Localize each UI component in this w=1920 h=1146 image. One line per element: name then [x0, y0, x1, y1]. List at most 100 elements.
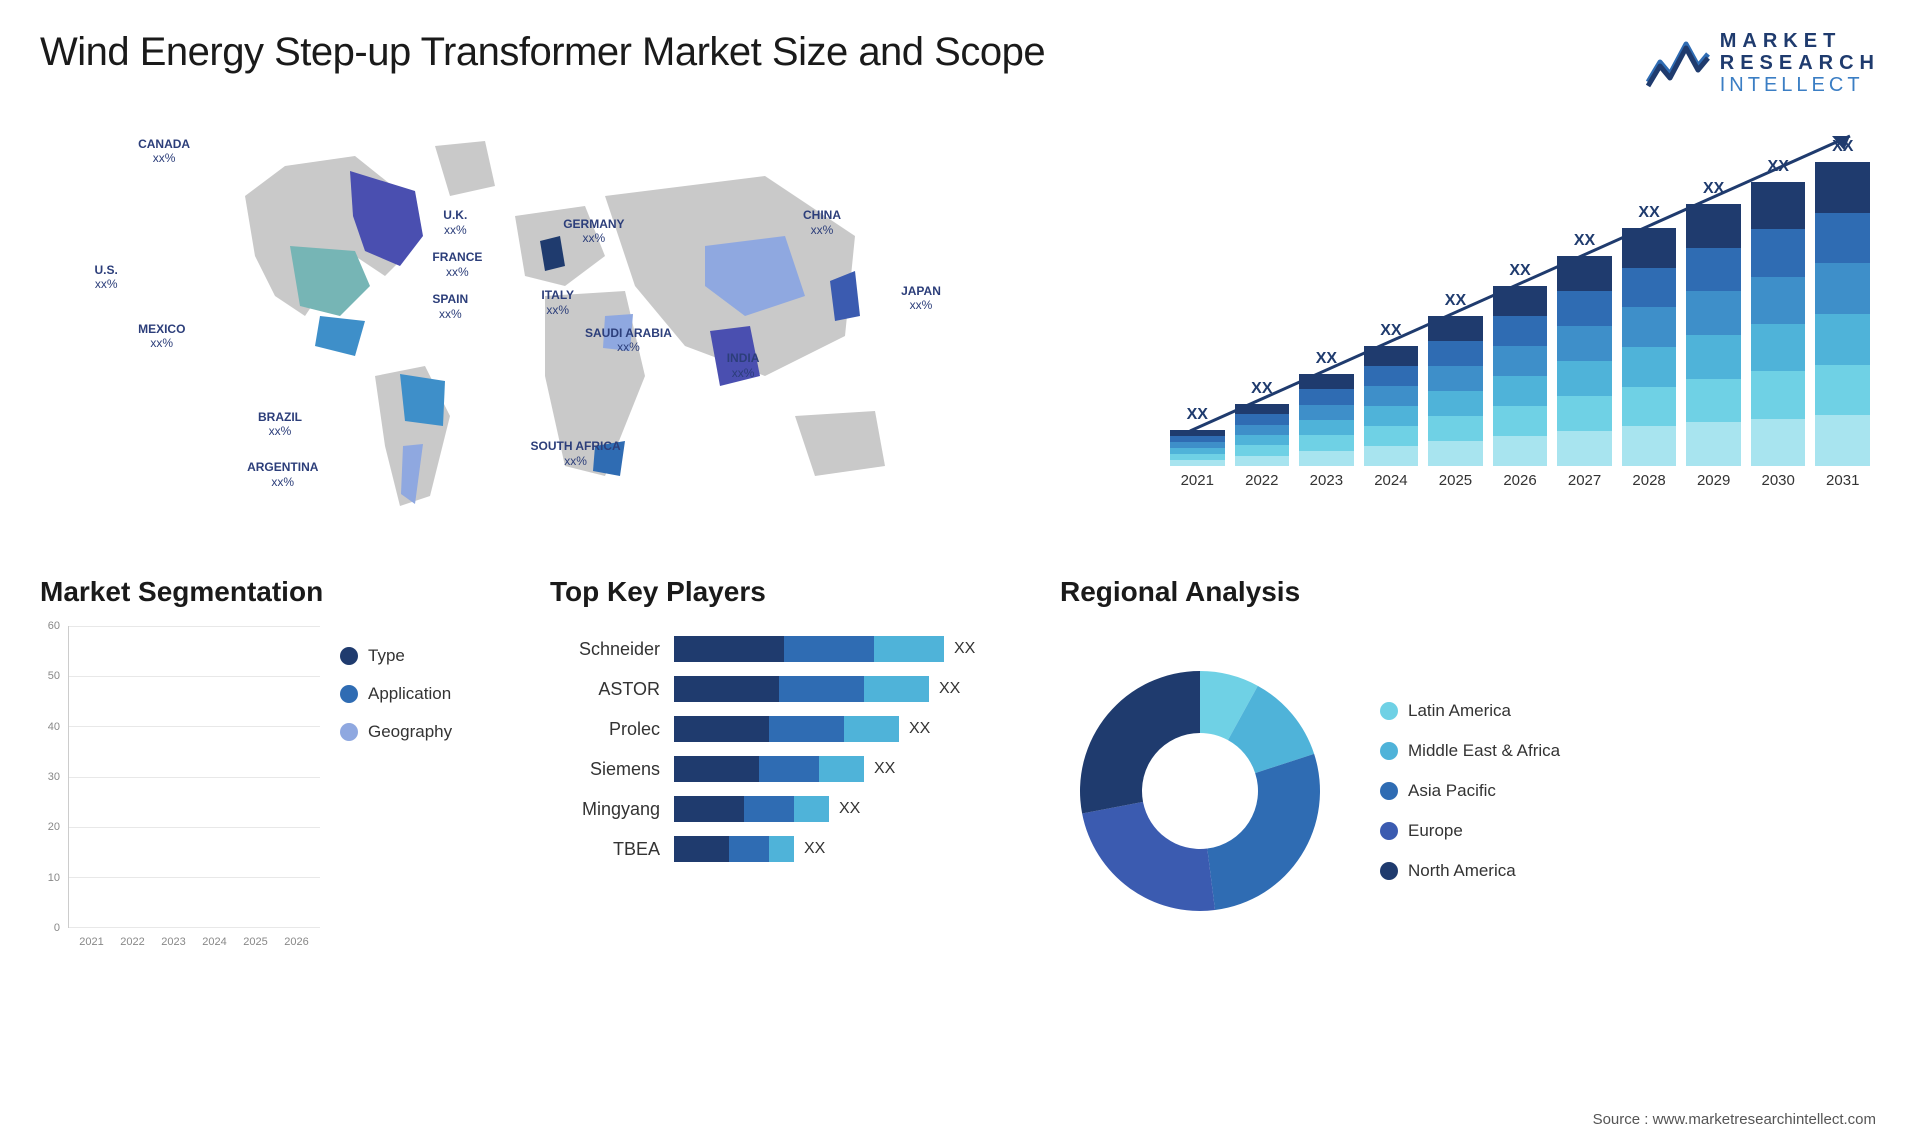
seg-ytick: 50 — [48, 670, 60, 682]
seg-xlabel: 2026 — [281, 936, 312, 956]
map-country-label: INDIAxx% — [727, 351, 760, 380]
growth-bar-label: XX — [1768, 158, 1789, 176]
growth-bar-label: XX — [1574, 232, 1595, 250]
growth-bar: XX — [1686, 180, 1741, 466]
player-name: ASTOR — [550, 679, 660, 700]
map-country-label: U.S.xx% — [95, 263, 118, 292]
growth-bar: XX — [1235, 380, 1290, 466]
growth-bar: XX — [1557, 232, 1612, 466]
player-name: Schneider — [550, 639, 660, 660]
logo-text-1: MARKET — [1720, 30, 1880, 52]
legend-item: Latin America — [1380, 701, 1560, 721]
growth-bar: XX — [1364, 322, 1419, 466]
legend-swatch — [1380, 702, 1398, 720]
legend-swatch — [1380, 782, 1398, 800]
segmentation-panel: Market Segmentation 0102030405060 202120… — [40, 576, 510, 956]
players-title: Top Key Players — [550, 576, 1020, 608]
legend-label: Middle East & Africa — [1408, 741, 1560, 761]
legend-item: Middle East & Africa — [1380, 741, 1560, 761]
growth-year-label: 2029 — [1686, 472, 1741, 489]
legend-item: Geography — [340, 722, 452, 742]
growth-bar-label: XX — [1832, 138, 1853, 156]
legend-label: Europe — [1408, 821, 1463, 841]
map-country-label: GERMANYxx% — [563, 217, 624, 246]
growth-bar-label: XX — [1703, 180, 1724, 198]
legend-label: Latin America — [1408, 701, 1511, 721]
growth-year-label: 2023 — [1299, 472, 1354, 489]
player-row: TBEA XX — [550, 836, 1020, 862]
legend-item: Europe — [1380, 821, 1560, 841]
growth-bar: XX — [1751, 158, 1806, 466]
legend-label: Application — [368, 684, 451, 704]
growth-year-label: 2022 — [1235, 472, 1290, 489]
map-country-label: SAUDI ARABIAxx% — [585, 326, 672, 355]
legend-item: Asia Pacific — [1380, 781, 1560, 801]
growth-bar: XX — [1815, 138, 1870, 466]
seg-ytick: 0 — [54, 922, 60, 934]
seg-xlabel: 2022 — [117, 936, 148, 956]
player-value: XX — [839, 800, 860, 818]
seg-xlabel: 2025 — [240, 936, 271, 956]
logo: MARKET RESEARCH INTELLECT — [1646, 30, 1880, 96]
player-bar — [674, 836, 794, 862]
map-country-label: ARGENTINAxx% — [247, 460, 318, 489]
seg-xlabel: 2023 — [158, 936, 189, 956]
regional-panel: Regional Analysis Latin AmericaMiddle Ea… — [1060, 576, 1880, 956]
player-value: XX — [804, 840, 825, 858]
legend-label: North America — [1408, 861, 1516, 881]
growth-bar-label: XX — [1638, 204, 1659, 222]
growth-year-label: 2025 — [1428, 472, 1483, 489]
player-bar — [674, 636, 944, 662]
legend-swatch — [340, 723, 358, 741]
segmentation-chart: 0102030405060 202120222023202420252026 — [40, 626, 320, 956]
growth-year-label: 2030 — [1751, 472, 1806, 489]
player-row: Schneider XX — [550, 636, 1020, 662]
legend-item: Application — [340, 684, 452, 704]
growth-year-label: 2021 — [1170, 472, 1225, 489]
growth-chart-panel: XXXXXXXXXXXXXXXXXXXXXX 20212022202320242… — [1160, 116, 1880, 536]
legend-swatch — [340, 647, 358, 665]
logo-text-3: INTELLECT — [1720, 74, 1880, 96]
growth-year-label: 2026 — [1493, 472, 1548, 489]
donut-slice — [1207, 754, 1320, 910]
header: Wind Energy Step-up Transformer Market S… — [40, 30, 1880, 96]
player-name: Mingyang — [550, 799, 660, 820]
growth-year-label: 2031 — [1815, 472, 1870, 489]
growth-bar-label: XX — [1445, 292, 1466, 310]
legend-swatch — [340, 685, 358, 703]
growth-bar: XX — [1428, 292, 1483, 466]
logo-text-2: RESEARCH — [1720, 52, 1880, 74]
growth-bar: XX — [1493, 262, 1548, 466]
bottom-row: Market Segmentation 0102030405060 202120… — [40, 576, 1880, 956]
growth-bar-label: XX — [1509, 262, 1530, 280]
growth-bar-label: XX — [1316, 350, 1337, 368]
legend-label: Asia Pacific — [1408, 781, 1496, 801]
map-country-label: MEXICOxx% — [138, 322, 185, 351]
legend-swatch — [1380, 742, 1398, 760]
players-panel: Top Key Players Schneider XX ASTOR XX Prolec… — [550, 576, 1020, 956]
growth-year-label: 2028 — [1622, 472, 1677, 489]
map-country-label: U.K.xx% — [443, 208, 467, 237]
map-country-label: SPAINxx% — [432, 292, 468, 321]
seg-ytick: 10 — [48, 872, 60, 884]
player-bar — [674, 676, 929, 702]
legend-swatch — [1380, 822, 1398, 840]
source-text: Source : www.marketresearchintellect.com — [1593, 1111, 1876, 1128]
growth-bar: XX — [1299, 350, 1354, 466]
top-row: CANADAxx%U.S.xx%MEXICOxx%BRAZILxx%ARGENT… — [40, 116, 1880, 536]
player-name: TBEA — [550, 839, 660, 860]
player-name: Prolec — [550, 719, 660, 740]
player-value: XX — [874, 760, 895, 778]
regional-legend: Latin America Middle East & Africa Asia Pa… — [1380, 701, 1560, 881]
legend-label: Type — [368, 646, 405, 666]
legend-swatch — [1380, 862, 1398, 880]
map-country-label: CHINAxx% — [803, 208, 841, 237]
page-title: Wind Energy Step-up Transformer Market S… — [40, 30, 1045, 75]
player-value: XX — [954, 640, 975, 658]
map-country-label: FRANCExx% — [432, 250, 482, 279]
legend-item: Type — [340, 646, 452, 666]
seg-ytick: 30 — [48, 771, 60, 783]
growth-x-axis: 2021202220232024202520262027202820292030… — [1160, 466, 1880, 489]
player-bar — [674, 756, 864, 782]
players-chart: SchneiderXXASTORXXProlecXXSiemensXXMingy… — [550, 626, 1020, 862]
